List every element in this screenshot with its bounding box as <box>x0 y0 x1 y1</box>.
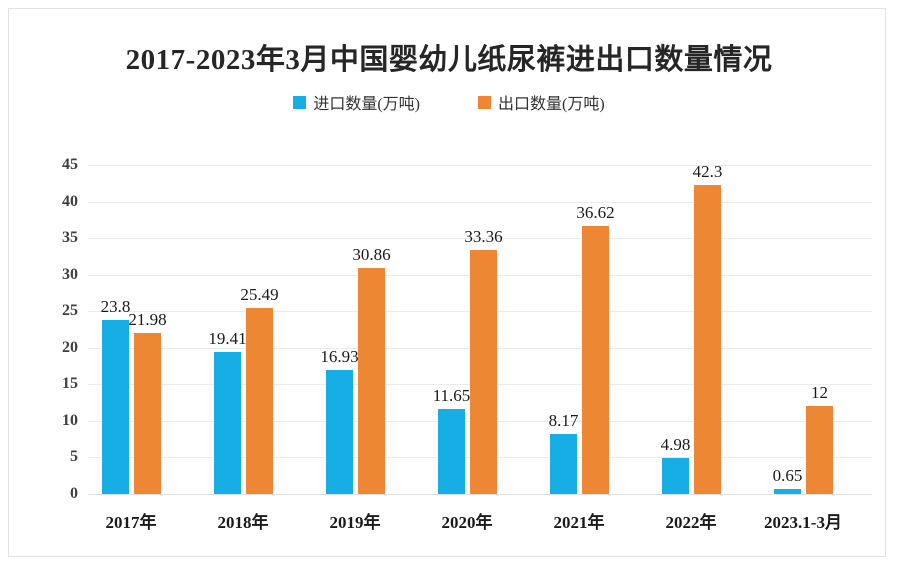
bar-value-label: 0.65 <box>772 466 803 486</box>
x-axis-tick-label: 2017年 <box>105 513 157 532</box>
y-axis-tick-label: 35 <box>62 229 78 247</box>
x-axis-tick-label: 2023.1-3月 <box>764 513 842 532</box>
bar-value-label: 19.41 <box>208 329 247 349</box>
y-axis-tick-label: 0 <box>70 485 78 502</box>
legend-swatch-import <box>293 95 307 109</box>
y-axis-tick-label: 20 <box>62 338 78 356</box>
bar-value-label: 11.65 <box>432 385 471 405</box>
bar-group: 8.17 36.62 2021年 <box>536 165 648 532</box>
gridline <box>88 238 872 240</box>
bar-export[interactable]: 12 <box>806 383 833 494</box>
bar-value-label: 30.86 <box>352 245 391 265</box>
x-axis-tick-label: 2019年 <box>329 513 381 532</box>
y-axis-tick-label: 40 <box>62 192 78 210</box>
bar-value-label: 23.8 <box>100 297 131 316</box>
bar-export[interactable]: 36.62 <box>576 203 615 494</box>
bar-import[interactable]: 11.65 <box>433 386 470 494</box>
card-border-left <box>8 8 9 557</box>
bar-group: 0.65 12 2023.1-3月 <box>760 165 872 532</box>
bar-import[interactable]: 19.41 <box>208 329 247 494</box>
bar-value-label: 25.49 <box>240 284 279 304</box>
bar-value-label: 16.93 <box>320 347 359 367</box>
gridline <box>88 494 872 495</box>
bar-export[interactable]: 30.86 <box>352 245 391 494</box>
y-axis-tick-label: 15 <box>62 375 78 393</box>
bar-export[interactable]: 42.3 <box>693 162 722 494</box>
plot-area: 0 5 10 15 20 25 30 35 40 45 23.8 21.98 2017年 19.41 25… <box>62 156 872 532</box>
x-axis-tick-label: 2021年 <box>553 513 605 532</box>
bar-group: 23.8 21.98 2017年 <box>88 165 200 532</box>
bar-value-label: 8.17 <box>548 411 579 431</box>
bar-value-label: 36.62 <box>576 203 615 223</box>
chart-title: 2017-2023年3月中国婴幼儿纸尿裤进出口数量情况 <box>125 44 773 76</box>
bar-value-label: 21.98 <box>128 310 167 330</box>
x-axis-tick-label: 2022年 <box>665 513 717 532</box>
y-axis-tick-label: 5 <box>70 448 78 466</box>
legend-item-import[interactable]: 进口数量(万吨) <box>293 90 420 114</box>
card-border-right <box>885 8 886 557</box>
bar-export[interactable]: 21.98 <box>128 310 167 494</box>
legend-label-import: 进口数量(万吨) <box>313 96 420 113</box>
bar-import[interactable]: 0.65 <box>773 466 802 494</box>
bar-group: 19.41 25.49 2018年 <box>200 165 312 532</box>
legend-item-export[interactable]: 出口数量(万吨) <box>478 90 605 114</box>
legend-label-export: 出口数量(万吨) <box>498 96 605 113</box>
gridline <box>88 165 872 166</box>
bar-import[interactable]: 23.8 <box>101 297 130 494</box>
bar-value-label: 42.3 <box>692 161 723 181</box>
x-axis-tick-label: 2018年 <box>217 513 269 532</box>
bar-group: 11.65 33.36 2020年 <box>424 165 536 532</box>
chart-legend: 进口数量(万吨) 出口数量(万吨) <box>0 90 898 114</box>
x-axis-tick-label: 2020年 <box>441 513 493 532</box>
bar-value-label: 12 <box>811 383 828 403</box>
bar-export[interactable]: 33.36 <box>464 227 503 494</box>
y-axis-tick-label: 25 <box>62 302 78 320</box>
legend-swatch-export <box>478 95 491 109</box>
bar-group: 16.93 30.86 2019年 <box>312 165 424 532</box>
bar-value-label: 33.36 <box>464 227 503 247</box>
bar-import[interactable]: 4.98 <box>661 435 690 494</box>
y-axis-tick-label: 30 <box>62 265 78 283</box>
y-axis-tick-label: 45 <box>62 156 78 173</box>
bar-import[interactable]: 8.17 <box>549 411 578 494</box>
gridline <box>88 201 872 203</box>
bar-value-label: 4.98 <box>660 434 691 454</box>
card-border-top <box>8 8 886 9</box>
bar-group: 4.98 42.3 2022年 <box>648 162 760 532</box>
bar-import[interactable]: 16.93 <box>320 347 359 494</box>
y-axis-tick-label: 10 <box>62 411 78 429</box>
card-border-bottom <box>8 556 886 557</box>
bar-export[interactable]: 25.49 <box>240 285 279 494</box>
